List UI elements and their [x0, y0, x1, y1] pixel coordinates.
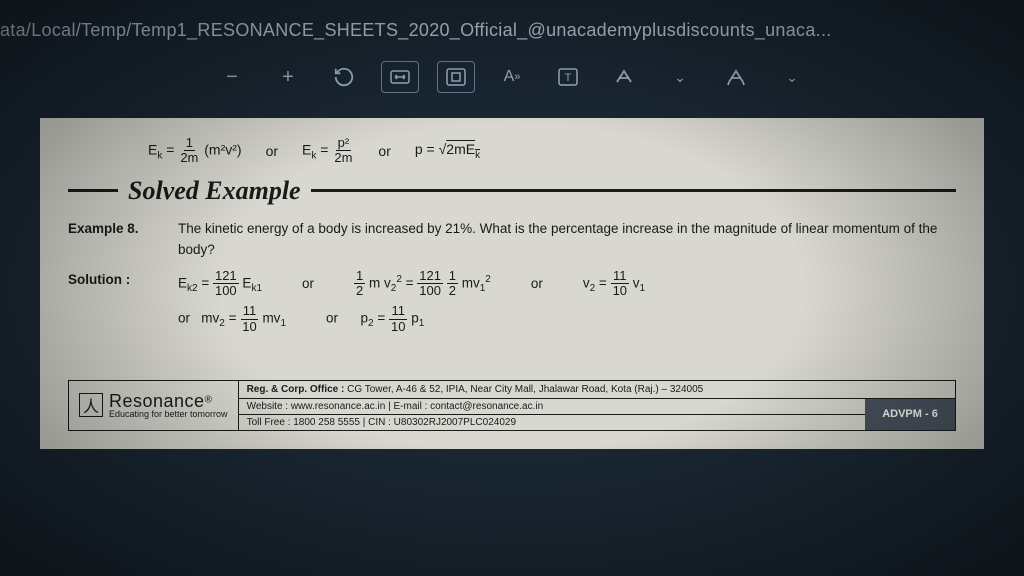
t: mv	[458, 275, 480, 290]
or-text: or	[378, 143, 390, 159]
sqrt-content: 2mE	[446, 141, 475, 157]
formula-row: Ek = 12m (m²v²) or Ek = p²2m or p = √2mE…	[68, 136, 956, 166]
resonance-logo-icon: 人	[79, 393, 103, 417]
eq: =	[316, 142, 332, 158]
logo-tagline: Educating for better tomorrow	[109, 410, 228, 419]
sub: 1	[280, 318, 286, 329]
t: mv	[259, 311, 281, 326]
footer: 人 Resonance® Educating for better tomorr…	[68, 380, 956, 431]
highlight-tool-button[interactable]	[717, 61, 755, 93]
num: 1	[184, 136, 195, 151]
sub: k2	[187, 283, 198, 294]
example-text: The kinetic energy of a body is increase…	[178, 218, 956, 261]
sub: 1	[419, 318, 425, 329]
url-bar: ata/Local/Temp/Temp1_RESONANCE_SHEETS_20…	[0, 0, 1024, 51]
t: or p	[326, 311, 368, 326]
pdf-page: Ek = 12m (m²v²) or Ek = p²2m or p = √2mE…	[40, 118, 984, 449]
highlight-dropdown[interactable]: ⌄	[773, 61, 811, 93]
sup: 2	[485, 274, 491, 285]
num: 11	[611, 269, 629, 284]
den: 2m	[332, 151, 354, 165]
den: 10	[389, 320, 407, 334]
zoom-in-button[interactable]: +	[269, 61, 307, 93]
rhs: (m²v²)	[200, 142, 241, 158]
den: 100	[213, 284, 239, 298]
svg-text:T: T	[565, 72, 572, 84]
solution-block: Solution : Ek2 = 121100 Ek1 or 12 m v22 …	[68, 269, 956, 340]
num: 121	[213, 269, 239, 284]
pdf-toolbar: − + A» T ⌄ ⌄	[0, 51, 1024, 118]
eq: =	[162, 142, 178, 158]
zoom-out-button[interactable]: −	[213, 61, 251, 93]
t: E	[239, 275, 252, 290]
t: m v	[365, 275, 391, 290]
den: 2	[447, 284, 458, 298]
divider-left	[68, 189, 118, 192]
divider-right	[311, 189, 956, 192]
num: 1	[447, 269, 458, 284]
t: v	[629, 275, 640, 290]
or-text: or	[302, 273, 314, 295]
sub: k1	[251, 283, 262, 294]
num: 121	[417, 269, 443, 284]
draw-dropdown[interactable]: ⌄	[661, 61, 699, 93]
den: 10	[611, 284, 629, 298]
sub: k	[475, 150, 480, 161]
num: p²	[336, 136, 352, 151]
footer-logo: 人 Resonance® Educating for better tomorr…	[69, 381, 239, 430]
solution-label: Solution :	[68, 269, 158, 340]
read-aloud-button[interactable]: A»	[493, 61, 531, 93]
reg-mark: ®	[205, 395, 212, 406]
t: p	[407, 311, 418, 326]
formula-p: p =	[415, 141, 439, 157]
page-badge: ADVPM - 6	[865, 399, 955, 430]
example-label: Example 8.	[68, 218, 158, 261]
text-tool-button[interactable]: T	[549, 61, 587, 93]
t: or mv	[178, 311, 219, 326]
section-title: Solved Example	[118, 176, 311, 206]
footer-tollfree: Toll Free : 1800 258 5555 | CIN : U80302…	[239, 415, 865, 430]
t: v	[583, 275, 590, 290]
t: E	[178, 275, 187, 290]
draw-tool-button[interactable]	[605, 61, 643, 93]
logo-name: Resonance	[109, 391, 205, 411]
or-text: or	[266, 143, 278, 159]
num: 11	[389, 304, 407, 319]
formula-ek1: E	[148, 142, 157, 158]
formula-ek2: E	[302, 142, 311, 158]
section-header: Solved Example	[68, 176, 956, 206]
footer-address: Reg. & Corp. Office : Reg. & Corp. Offic…	[239, 381, 955, 399]
rotate-button[interactable]	[325, 61, 363, 93]
fit-page-button[interactable]	[437, 61, 475, 93]
den: 10	[240, 320, 258, 334]
fit-width-button[interactable]	[381, 61, 419, 93]
or-text: or	[531, 273, 543, 295]
eq: =	[402, 275, 417, 290]
eq: =	[595, 275, 610, 290]
num: 1	[354, 269, 365, 284]
footer-website: Website : www.resonance.ac.in | E-mail :…	[239, 399, 865, 415]
num: 11	[241, 304, 259, 319]
sub: 1	[640, 283, 646, 294]
den: 2m	[178, 151, 200, 165]
eq: =	[225, 311, 240, 326]
den: 2	[354, 284, 365, 298]
example-block: Example 8. The kinetic energy of a body …	[68, 218, 956, 261]
eq: =	[374, 311, 389, 326]
den: 100	[417, 284, 443, 298]
